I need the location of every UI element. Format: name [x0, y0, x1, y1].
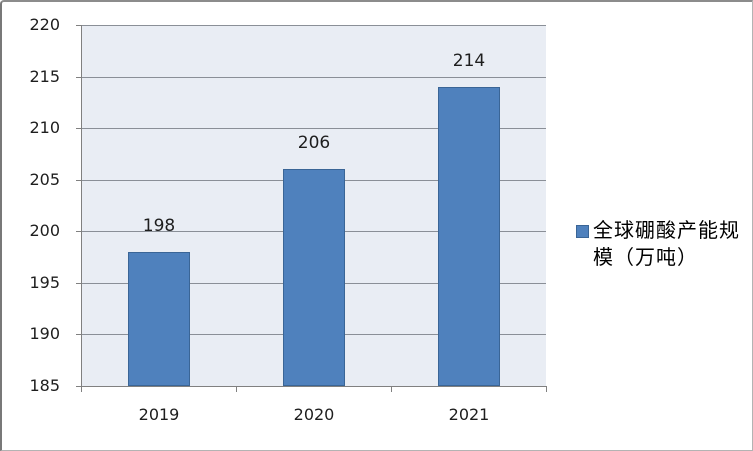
- y-axis-tick: [76, 180, 81, 181]
- y-axis-label: 200: [29, 221, 60, 240]
- y-axis-label: 205: [29, 170, 60, 189]
- y-axis-label: 190: [29, 324, 60, 343]
- x-axis-tick: [391, 386, 392, 392]
- legend-marker-icon: [576, 225, 589, 238]
- y-axis-line: [81, 25, 82, 392]
- y-axis-tick: [76, 128, 81, 129]
- x-axis-label: 2020: [293, 405, 335, 424]
- y-axis-tick: [76, 386, 81, 387]
- y-axis-label: 195: [29, 273, 60, 292]
- x-axis-line: [81, 386, 546, 387]
- y-axis-tick: [76, 283, 81, 284]
- y-axis-tick: [76, 334, 81, 335]
- x-axis-label: 2021: [448, 405, 490, 424]
- x-axis-tick: [236, 386, 237, 392]
- x-axis-label: 2019: [138, 405, 180, 424]
- data-label: 206: [297, 133, 331, 153]
- y-axis-tick: [76, 231, 81, 232]
- data-label: 198: [142, 216, 176, 236]
- y-axis-label: 220: [29, 15, 60, 34]
- y-axis-tick: [76, 25, 81, 26]
- y-axis-label: 215: [29, 67, 60, 86]
- x-axis-tick: [81, 386, 82, 392]
- bar-2019: [128, 252, 190, 386]
- y-axis-label: 210: [29, 118, 60, 137]
- y-axis-tick: [76, 77, 81, 78]
- y-gridline: [81, 128, 546, 129]
- y-gridline: [81, 25, 546, 26]
- data-label: 214: [452, 51, 486, 71]
- bar-2021: [438, 87, 500, 386]
- bar-2020: [283, 169, 345, 386]
- x-axis-tick: [546, 386, 547, 392]
- y-gridline: [81, 77, 546, 78]
- legend: 全球硼酸产能规模（万吨）: [574, 217, 746, 271]
- y-axis-label: 185: [29, 376, 60, 395]
- legend-label: 全球硼酸产能规模（万吨）: [593, 218, 740, 269]
